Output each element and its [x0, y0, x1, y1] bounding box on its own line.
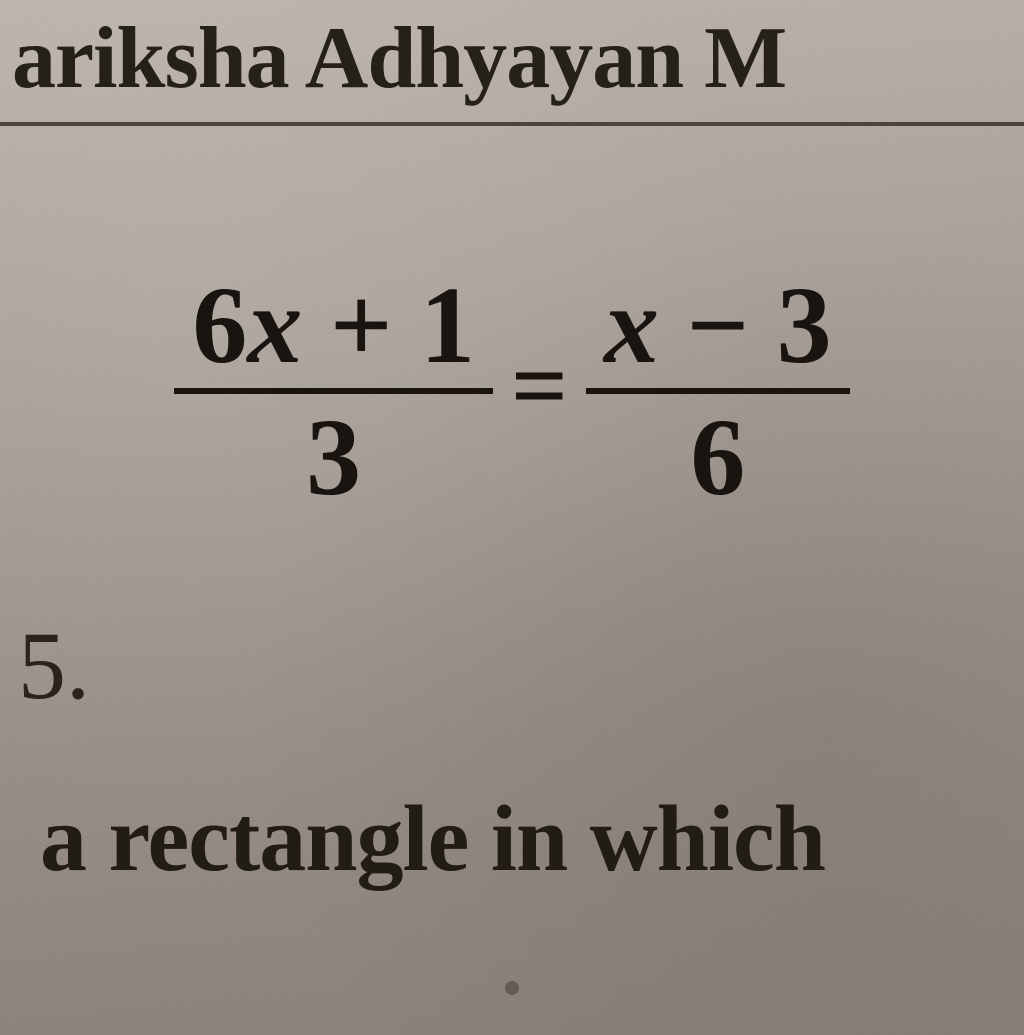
- right-fraction: x − 3 6: [586, 270, 850, 512]
- book-title-fragment: ariksha Adhyayan M: [0, 8, 1024, 109]
- question-number: 5.: [18, 610, 90, 721]
- rnum-minus3: − 3: [659, 264, 832, 386]
- equals-sign: =: [493, 328, 586, 443]
- left-numerator: 6x + 1: [174, 270, 493, 388]
- body-text-fragment: a rectangle in which: [40, 785, 825, 893]
- left-denominator: 3: [288, 394, 379, 512]
- lnum-6: 6: [192, 264, 247, 386]
- page-surface: ariksha Adhyayan M 6x + 1 3 = x − 3 6 5.…: [0, 0, 1024, 1035]
- lnum-x: x: [247, 264, 302, 386]
- rnum-x: x: [604, 264, 659, 386]
- right-numerator: x − 3: [586, 270, 850, 388]
- right-denominator: 6: [672, 394, 763, 512]
- left-fraction: 6x + 1 3: [174, 270, 493, 512]
- decorative-dot: [505, 981, 519, 995]
- lnum-plus1: + 1: [302, 264, 475, 386]
- title-underline: [0, 122, 1024, 126]
- equation-block: 6x + 1 3 = x − 3 6: [0, 270, 1024, 512]
